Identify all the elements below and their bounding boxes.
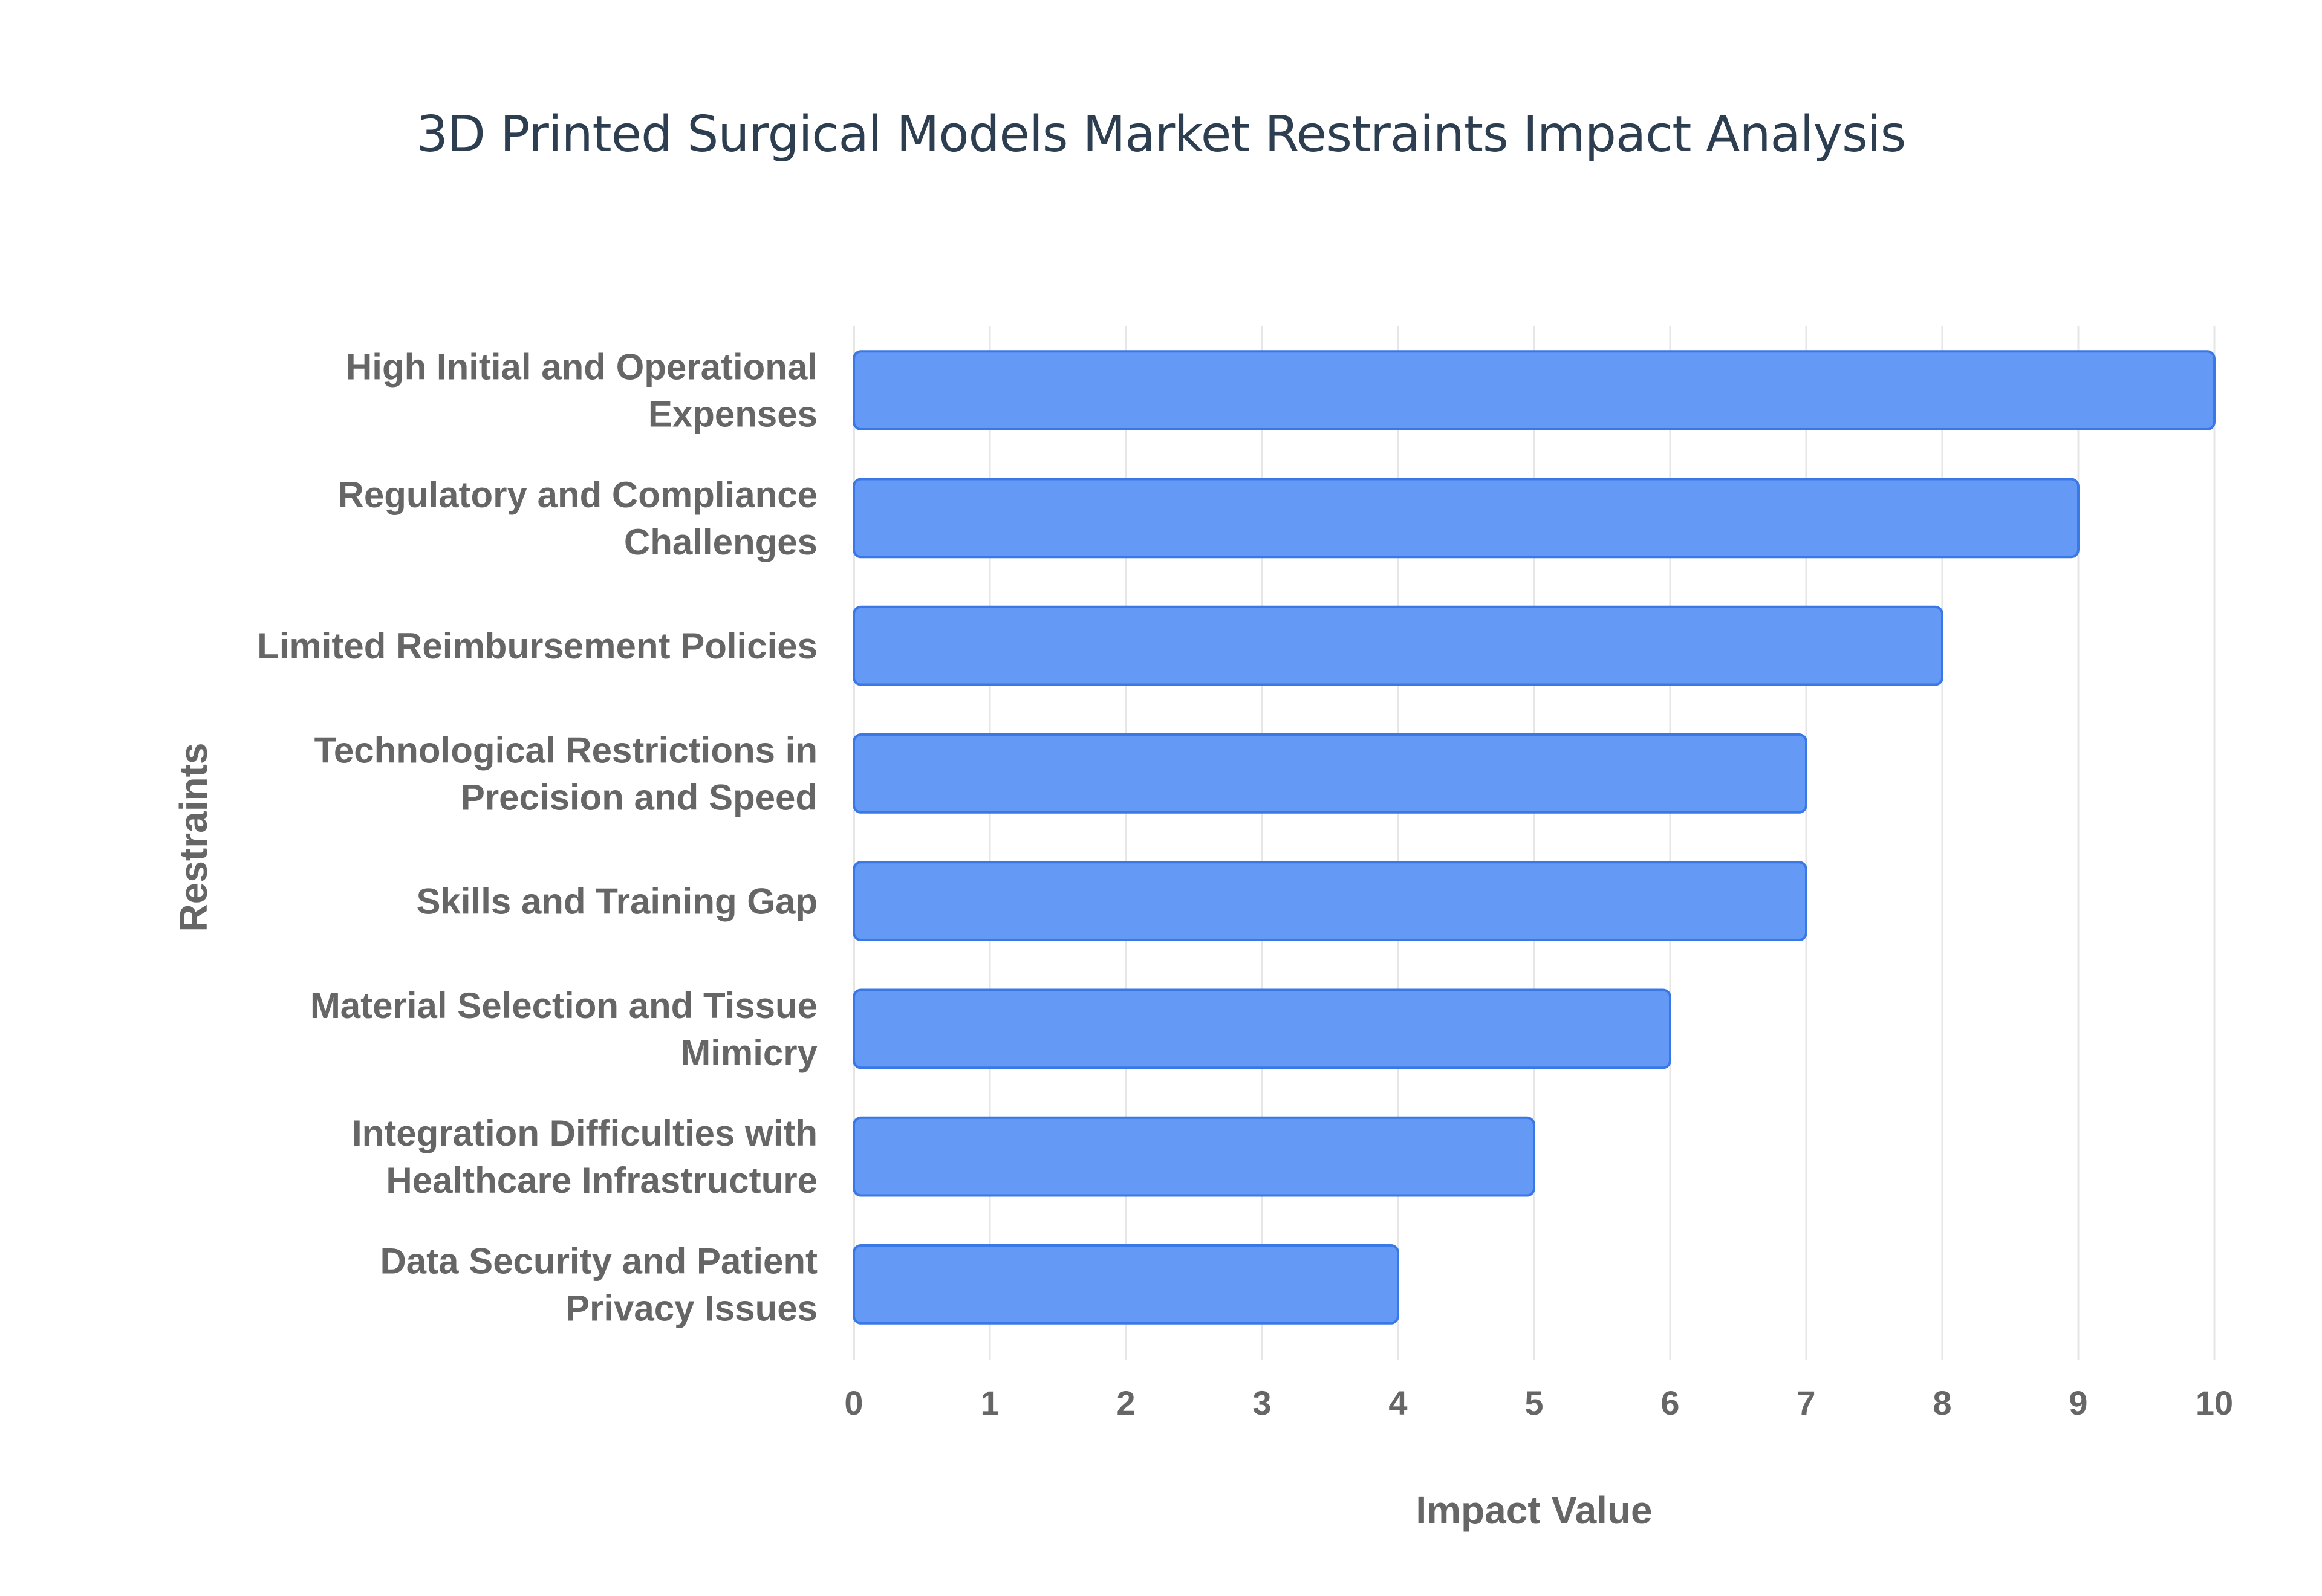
- bar: [853, 1244, 1399, 1325]
- x-tick-labels: 0 1 2 3 4 5 6 7 8 9 10: [844, 1384, 2233, 1422]
- y-tick-label: Limited Reimbursement Policies: [257, 626, 818, 666]
- x-tick-label: 2: [1116, 1384, 1135, 1422]
- x-tick-label: 10: [2196, 1384, 2233, 1422]
- x-tick-label: 1: [980, 1384, 999, 1422]
- x-tick-label: 6: [1660, 1384, 1679, 1422]
- bar: [853, 861, 1807, 942]
- bar: [853, 1116, 1535, 1197]
- bars: [853, 350, 2216, 1325]
- bar: [853, 605, 1943, 686]
- x-tick-label: 3: [1252, 1384, 1271, 1422]
- bar: [853, 733, 1807, 814]
- bar: [853, 478, 2080, 559]
- y-tick-label: Technological Restrictions in Precision a…: [314, 730, 818, 817]
- y-tick-label: Skills and Training Gap: [417, 881, 818, 922]
- bar: [853, 988, 1671, 1069]
- x-tick-label: 9: [2069, 1384, 2087, 1422]
- y-tick-label: Material Selection and Tissue Mimicry: [310, 985, 818, 1073]
- x-tick-label: 8: [1933, 1384, 1951, 1422]
- x-tick-label: 7: [1797, 1384, 1815, 1422]
- y-tick-label: Integration Difficulties with Healthcare …: [352, 1113, 818, 1201]
- y-axis-title: Restraints: [172, 743, 215, 932]
- x-axis-title: Impact Value: [1416, 1488, 1652, 1532]
- y-tick-label: Data Security and Patient Privacy Issues: [380, 1241, 818, 1328]
- x-tick-label: 5: [1524, 1384, 1543, 1422]
- bar: [853, 350, 2216, 431]
- x-tick-label: 4: [1388, 1384, 1407, 1422]
- x-tick-label: 0: [844, 1384, 863, 1422]
- y-tick-label: High Initial and Operational Expenses: [346, 347, 818, 435]
- chart-title: 3D Printed Surgical Models Market Restra…: [416, 106, 1907, 163]
- y-tick-labels: High Initial and Operational Expenses Regu…: [257, 347, 818, 1329]
- y-tick-label: Regulatory and Compliance Challenges: [338, 475, 818, 562]
